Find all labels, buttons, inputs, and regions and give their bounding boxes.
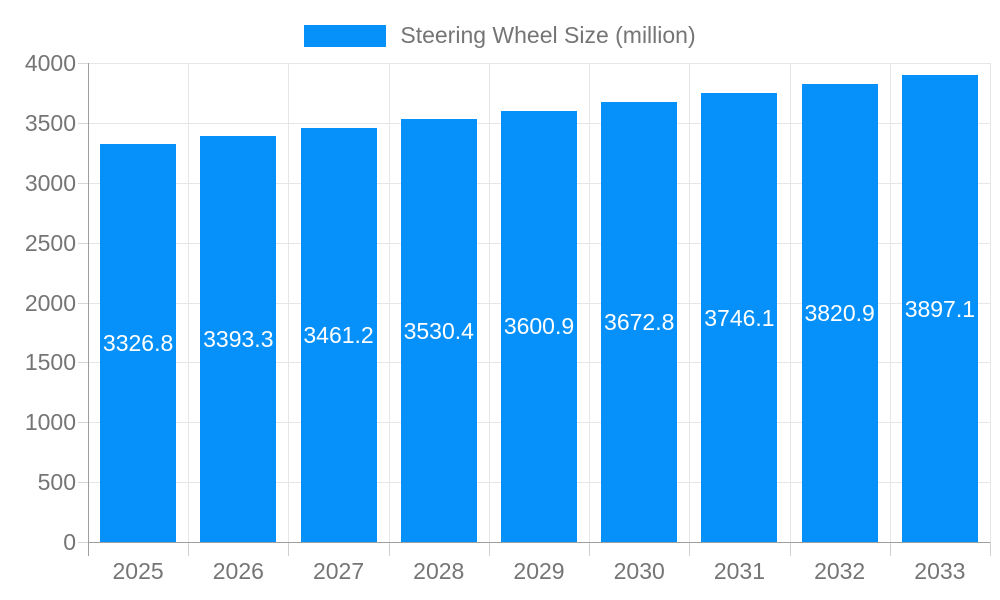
y-axis-tick (78, 122, 88, 124)
bar-value-label: 3600.9 (503, 313, 575, 340)
x-axis-tick (689, 542, 691, 556)
gridline-v (589, 63, 591, 542)
bar-value-label: 3672.8 (604, 309, 675, 336)
bar[interactable] (601, 102, 678, 542)
y-axis-tick (78, 182, 88, 184)
x-tick-label: 2031 (713, 558, 766, 584)
gridline-v (288, 63, 290, 542)
x-tick-label: 2026 (212, 558, 264, 584)
bar-value-label: 3746.1 (704, 304, 775, 331)
y-axis-tick (78, 242, 88, 244)
y-tick-label: 3500 (24, 109, 76, 136)
y-tick-label: 2000 (24, 289, 76, 316)
y-axis-tick (78, 482, 88, 484)
x-axis-tick (288, 542, 290, 556)
legend-swatch-icon (304, 24, 387, 47)
y-tick-label: 3000 (24, 169, 76, 196)
gridline-h (88, 63, 990, 64)
gridline-v (990, 63, 991, 542)
x-axis-tick (589, 542, 591, 556)
gridline-v (388, 63, 390, 542)
y-axis-line (88, 63, 89, 556)
x-axis-tick (789, 542, 791, 556)
x-tick-label: 2032 (814, 558, 866, 584)
bar[interactable] (200, 135, 277, 542)
x-tick-label: 2025 (112, 558, 164, 584)
y-tick-label: 4000 (24, 50, 76, 76)
gridline-v (789, 63, 791, 542)
x-tick-label: 2027 (312, 558, 365, 584)
bar-value-label: 3461.2 (303, 321, 374, 348)
x-tick-label: 2029 (513, 558, 565, 584)
gridline-v (188, 63, 190, 542)
legend-label: Steering Wheel Size (million) (400, 22, 696, 48)
x-axis-tick (889, 542, 891, 556)
x-axis-tick (990, 542, 991, 556)
gridline-v (889, 63, 891, 542)
bar[interactable] (501, 110, 577, 542)
x-tick-label: 2030 (613, 558, 665, 584)
y-axis-tick (78, 542, 88, 543)
bar-value-label: 3820.9 (804, 300, 875, 327)
y-axis-tick (78, 302, 88, 304)
gridline-v (689, 63, 691, 542)
bar[interactable] (901, 75, 978, 542)
x-axis-tick (488, 542, 490, 556)
bar[interactable] (300, 127, 377, 542)
y-tick-label: 2500 (24, 229, 76, 256)
bar-value-label: 3393.3 (203, 325, 274, 352)
y-tick-label: 500 (37, 469, 76, 496)
bar-value-label: 3530.4 (403, 317, 474, 344)
y-axis-tick (78, 422, 88, 424)
y-axis-tick (78, 63, 88, 64)
y-tick-label: 1500 (24, 349, 76, 376)
x-axis-tick (388, 542, 390, 556)
y-axis-tick (78, 362, 88, 364)
legend[interactable]: Steering Wheel Size (million) (0, 22, 1000, 49)
bar[interactable] (100, 143, 177, 542)
bar[interactable] (701, 93, 778, 542)
y-tick-label: 1000 (24, 409, 76, 436)
bar[interactable] (400, 119, 477, 542)
bar-value-label: 3897.1 (904, 295, 976, 322)
x-axis-line (88, 542, 990, 543)
y-tick-label: 0 (63, 529, 76, 555)
x-tick-label: 2033 (914, 558, 966, 584)
x-tick-label: 2028 (413, 558, 465, 584)
bar-value-label: 3326.8 (102, 329, 174, 356)
bar[interactable] (801, 84, 878, 542)
gridline-v (488, 63, 490, 542)
x-axis-tick (188, 542, 190, 556)
